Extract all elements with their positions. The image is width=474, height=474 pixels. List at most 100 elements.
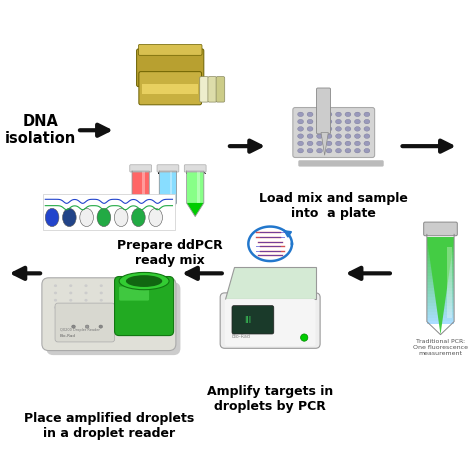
Ellipse shape xyxy=(100,299,103,301)
FancyBboxPatch shape xyxy=(427,252,454,255)
Polygon shape xyxy=(225,266,316,299)
Ellipse shape xyxy=(364,134,370,138)
Text: DNA
isolation: DNA isolation xyxy=(5,114,76,146)
FancyBboxPatch shape xyxy=(232,306,274,334)
FancyBboxPatch shape xyxy=(293,108,374,157)
Ellipse shape xyxy=(132,209,145,227)
FancyBboxPatch shape xyxy=(132,171,149,203)
Ellipse shape xyxy=(307,112,313,117)
FancyBboxPatch shape xyxy=(427,288,454,291)
Ellipse shape xyxy=(126,275,162,287)
Text: Traditional PCR:
One fluorescence
measurement: Traditional PCR: One fluorescence measur… xyxy=(413,339,468,356)
FancyBboxPatch shape xyxy=(427,305,454,309)
FancyBboxPatch shape xyxy=(427,275,454,279)
Text: FAM: FAM xyxy=(157,166,178,176)
FancyBboxPatch shape xyxy=(184,165,206,172)
Ellipse shape xyxy=(336,141,341,146)
Ellipse shape xyxy=(161,306,164,309)
Ellipse shape xyxy=(119,273,169,290)
Polygon shape xyxy=(427,237,454,335)
Ellipse shape xyxy=(130,292,133,294)
Ellipse shape xyxy=(161,284,164,287)
Ellipse shape xyxy=(69,299,73,301)
Ellipse shape xyxy=(146,284,148,287)
FancyBboxPatch shape xyxy=(427,300,454,303)
FancyBboxPatch shape xyxy=(427,282,454,285)
Ellipse shape xyxy=(355,119,360,124)
Ellipse shape xyxy=(146,299,148,301)
Ellipse shape xyxy=(317,127,322,131)
Ellipse shape xyxy=(326,112,332,117)
Ellipse shape xyxy=(345,112,351,117)
Polygon shape xyxy=(132,203,149,217)
Ellipse shape xyxy=(80,209,93,227)
FancyBboxPatch shape xyxy=(225,299,316,346)
FancyBboxPatch shape xyxy=(427,320,454,324)
FancyBboxPatch shape xyxy=(427,291,454,294)
Ellipse shape xyxy=(46,209,59,227)
FancyBboxPatch shape xyxy=(157,165,179,172)
FancyBboxPatch shape xyxy=(42,278,176,351)
FancyBboxPatch shape xyxy=(119,286,149,301)
Ellipse shape xyxy=(326,141,332,146)
Ellipse shape xyxy=(336,112,341,117)
Text: VIC: VIC xyxy=(132,166,149,176)
Ellipse shape xyxy=(72,325,75,328)
Ellipse shape xyxy=(84,306,88,309)
Ellipse shape xyxy=(54,284,57,287)
Ellipse shape xyxy=(355,112,360,117)
Ellipse shape xyxy=(130,284,133,287)
FancyBboxPatch shape xyxy=(427,297,454,300)
FancyBboxPatch shape xyxy=(137,49,204,87)
Ellipse shape xyxy=(298,134,303,138)
Ellipse shape xyxy=(355,141,360,146)
Ellipse shape xyxy=(97,209,111,227)
Ellipse shape xyxy=(54,292,57,294)
Ellipse shape xyxy=(345,127,351,131)
FancyBboxPatch shape xyxy=(427,258,454,261)
Ellipse shape xyxy=(326,148,332,153)
Ellipse shape xyxy=(99,325,102,328)
Ellipse shape xyxy=(298,127,303,131)
Ellipse shape xyxy=(69,292,73,294)
Text: Amplify targets in
droplets by PCR: Amplify targets in droplets by PCR xyxy=(207,384,333,413)
Ellipse shape xyxy=(298,112,303,117)
FancyBboxPatch shape xyxy=(427,284,454,288)
Ellipse shape xyxy=(63,209,76,227)
Ellipse shape xyxy=(364,127,370,131)
Ellipse shape xyxy=(130,299,133,301)
Ellipse shape xyxy=(317,141,322,146)
Polygon shape xyxy=(321,133,328,155)
FancyBboxPatch shape xyxy=(427,302,454,306)
FancyBboxPatch shape xyxy=(197,171,200,203)
FancyBboxPatch shape xyxy=(138,45,202,55)
Ellipse shape xyxy=(336,119,341,124)
Ellipse shape xyxy=(326,119,332,124)
FancyBboxPatch shape xyxy=(427,255,454,258)
Ellipse shape xyxy=(364,119,370,124)
Ellipse shape xyxy=(100,292,103,294)
FancyBboxPatch shape xyxy=(200,77,209,102)
Ellipse shape xyxy=(326,127,332,131)
Ellipse shape xyxy=(115,284,118,287)
Ellipse shape xyxy=(115,306,118,309)
Ellipse shape xyxy=(345,148,351,153)
Ellipse shape xyxy=(84,292,88,294)
Ellipse shape xyxy=(84,299,88,301)
Polygon shape xyxy=(159,203,176,217)
FancyBboxPatch shape xyxy=(220,293,320,348)
Ellipse shape xyxy=(115,292,118,294)
Ellipse shape xyxy=(317,112,322,117)
FancyBboxPatch shape xyxy=(139,72,201,105)
Ellipse shape xyxy=(69,284,73,287)
Ellipse shape xyxy=(326,134,332,138)
Ellipse shape xyxy=(100,284,103,287)
Ellipse shape xyxy=(336,127,341,131)
Ellipse shape xyxy=(317,148,322,153)
FancyBboxPatch shape xyxy=(427,273,454,276)
Ellipse shape xyxy=(115,299,118,301)
Ellipse shape xyxy=(336,148,341,153)
Ellipse shape xyxy=(149,209,163,227)
Ellipse shape xyxy=(298,148,303,153)
Ellipse shape xyxy=(317,134,322,138)
